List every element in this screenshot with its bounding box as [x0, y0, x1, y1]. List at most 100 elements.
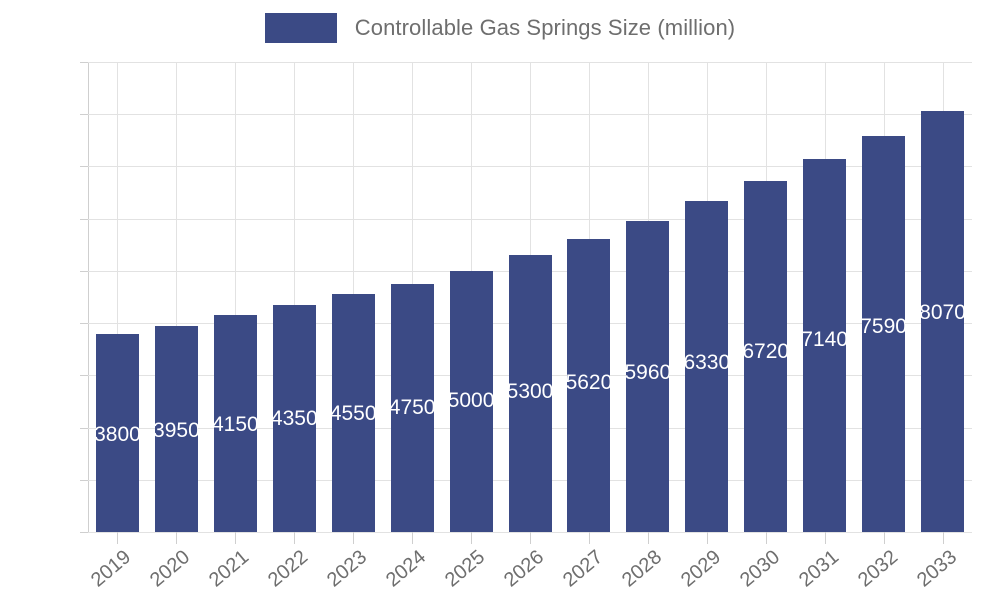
x-tick-mark	[825, 532, 826, 544]
bar[interactable]: 3950	[154, 325, 198, 532]
gridline-vertical	[235, 62, 236, 532]
gridline-horizontal	[84, 62, 972, 63]
x-tick-label: 2033	[912, 546, 961, 592]
gridline-vertical	[176, 62, 177, 532]
bar-slot: 5300	[508, 62, 552, 532]
y-tick-mark	[80, 323, 88, 325]
bar-slot: 5960	[626, 62, 670, 532]
chart-legend: Controllable Gas Springs Size (million)	[0, 8, 1000, 48]
x-tick-mark	[530, 532, 531, 544]
x-tick-mark	[294, 532, 295, 544]
gridline-vertical	[117, 62, 118, 532]
bar-slot: 7140	[803, 62, 847, 532]
bar-slot: 4550	[331, 62, 375, 532]
bar-slot: 4150	[213, 62, 257, 532]
y-axis-line	[88, 62, 89, 532]
bar-value-label: 6720	[744, 339, 788, 363]
bar[interactable]: 4150	[213, 315, 257, 532]
y-tick-mark	[80, 427, 88, 429]
bar-value-label: 5960	[626, 361, 670, 385]
x-tick-label: 2024	[382, 546, 431, 592]
bar-value-label: 7140	[803, 327, 847, 351]
x-tick-mark	[471, 532, 472, 544]
y-tick-mark	[80, 532, 88, 533]
y-tick-mark	[80, 479, 88, 481]
y-tick-mark	[80, 62, 88, 63]
x-tick-label: 2019	[87, 546, 136, 592]
x-tick-label: 2025	[440, 546, 490, 592]
x-tick-mark	[117, 532, 118, 544]
y-tick-mark	[80, 218, 88, 220]
bar-slot: 6330	[685, 62, 729, 532]
bar-value-label: 4350	[272, 407, 316, 431]
x-tick-mark	[884, 532, 885, 544]
bar[interactable]: 4350	[272, 304, 316, 532]
bar[interactable]: 8070	[921, 110, 965, 532]
bar[interactable]: 6720	[744, 181, 788, 532]
bar[interactable]: 5000	[449, 270, 493, 532]
gridline-horizontal	[84, 532, 972, 533]
y-tick-mark	[80, 114, 88, 116]
x-tick-label: 2022	[264, 546, 313, 592]
bar-value-label: 3800	[95, 422, 139, 446]
bar-slot: 6720	[744, 62, 788, 532]
bar[interactable]: 7140	[803, 159, 847, 532]
x-tick-mark	[648, 532, 649, 544]
bar[interactable]: 5960	[626, 220, 670, 532]
bar-slot: 4750	[390, 62, 434, 532]
y-tick-mark	[80, 270, 88, 272]
x-tick-mark	[235, 532, 236, 544]
bar-slot: 3950	[154, 62, 198, 532]
bar-value-label: 5300	[508, 380, 552, 404]
legend-label: Controllable Gas Springs Size (million)	[354, 15, 736, 40]
bar-value-label: 5620	[567, 371, 611, 395]
bar-slot: 3800	[95, 62, 139, 532]
x-tick-mark	[589, 532, 590, 544]
x-tick-label: 2032	[853, 546, 902, 592]
bar-slot: 8070	[921, 62, 965, 532]
bar-value-label: 5000	[449, 388, 493, 412]
x-tick-mark	[353, 532, 354, 544]
gridline-horizontal	[84, 166, 972, 168]
gridline-vertical	[294, 62, 295, 532]
x-tick-label: 2020	[146, 546, 195, 592]
bar-value-label: 4750	[390, 395, 434, 419]
y-tick-mark	[80, 375, 88, 377]
bar[interactable]: 5300	[508, 255, 552, 532]
bar-value-label: 8070	[921, 301, 965, 325]
gridline-horizontal	[84, 218, 972, 220]
x-tick-mark	[176, 532, 177, 544]
x-tick-label: 2021	[205, 546, 254, 592]
bar[interactable]: 6330	[685, 201, 729, 532]
bar-slot: 4350	[272, 62, 316, 532]
bar[interactable]: 5620	[567, 238, 611, 532]
bar-value-label: 4550	[331, 401, 375, 425]
legend-color-swatch	[264, 13, 337, 43]
y-tick-mark	[80, 166, 88, 168]
gridline-horizontal	[84, 114, 972, 116]
bar[interactable]: 4550	[331, 294, 375, 532]
bar-slot: 5620	[567, 62, 611, 532]
bar-value-label: 7590	[862, 314, 906, 338]
bar[interactable]: 3800	[95, 333, 139, 532]
x-tick-mark	[412, 532, 413, 544]
x-tick-mark	[707, 532, 708, 544]
bar[interactable]: 4750	[390, 283, 434, 532]
plot-area: 0100020003000400050006000700080009000 38…	[80, 62, 972, 591]
bar-value-label: 4150	[213, 412, 257, 436]
x-tick-label: 2031	[794, 546, 843, 592]
bar-value-label: 3950	[154, 418, 198, 442]
x-tick-label: 2028	[617, 546, 667, 592]
x-tick-label: 2026	[499, 546, 549, 592]
bar-value-label: 6330	[685, 350, 729, 374]
bar-slot: 5000	[449, 62, 493, 532]
bar-slot: 7590	[862, 62, 906, 532]
x-tick-label: 2023	[323, 546, 372, 592]
x-tick-mark	[766, 532, 767, 544]
bar[interactable]: 7590	[862, 135, 906, 532]
x-tick-label: 2030	[735, 546, 784, 592]
x-tick-label: 2029	[676, 546, 725, 592]
x-tick-label: 2027	[558, 546, 608, 592]
x-tick-mark	[943, 532, 944, 544]
